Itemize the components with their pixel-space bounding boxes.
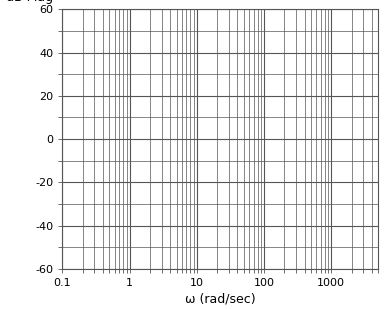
X-axis label: ω (rad/sec): ω (rad/sec) [185,292,256,305]
Text: dB Mag: dB Mag [5,0,53,4]
